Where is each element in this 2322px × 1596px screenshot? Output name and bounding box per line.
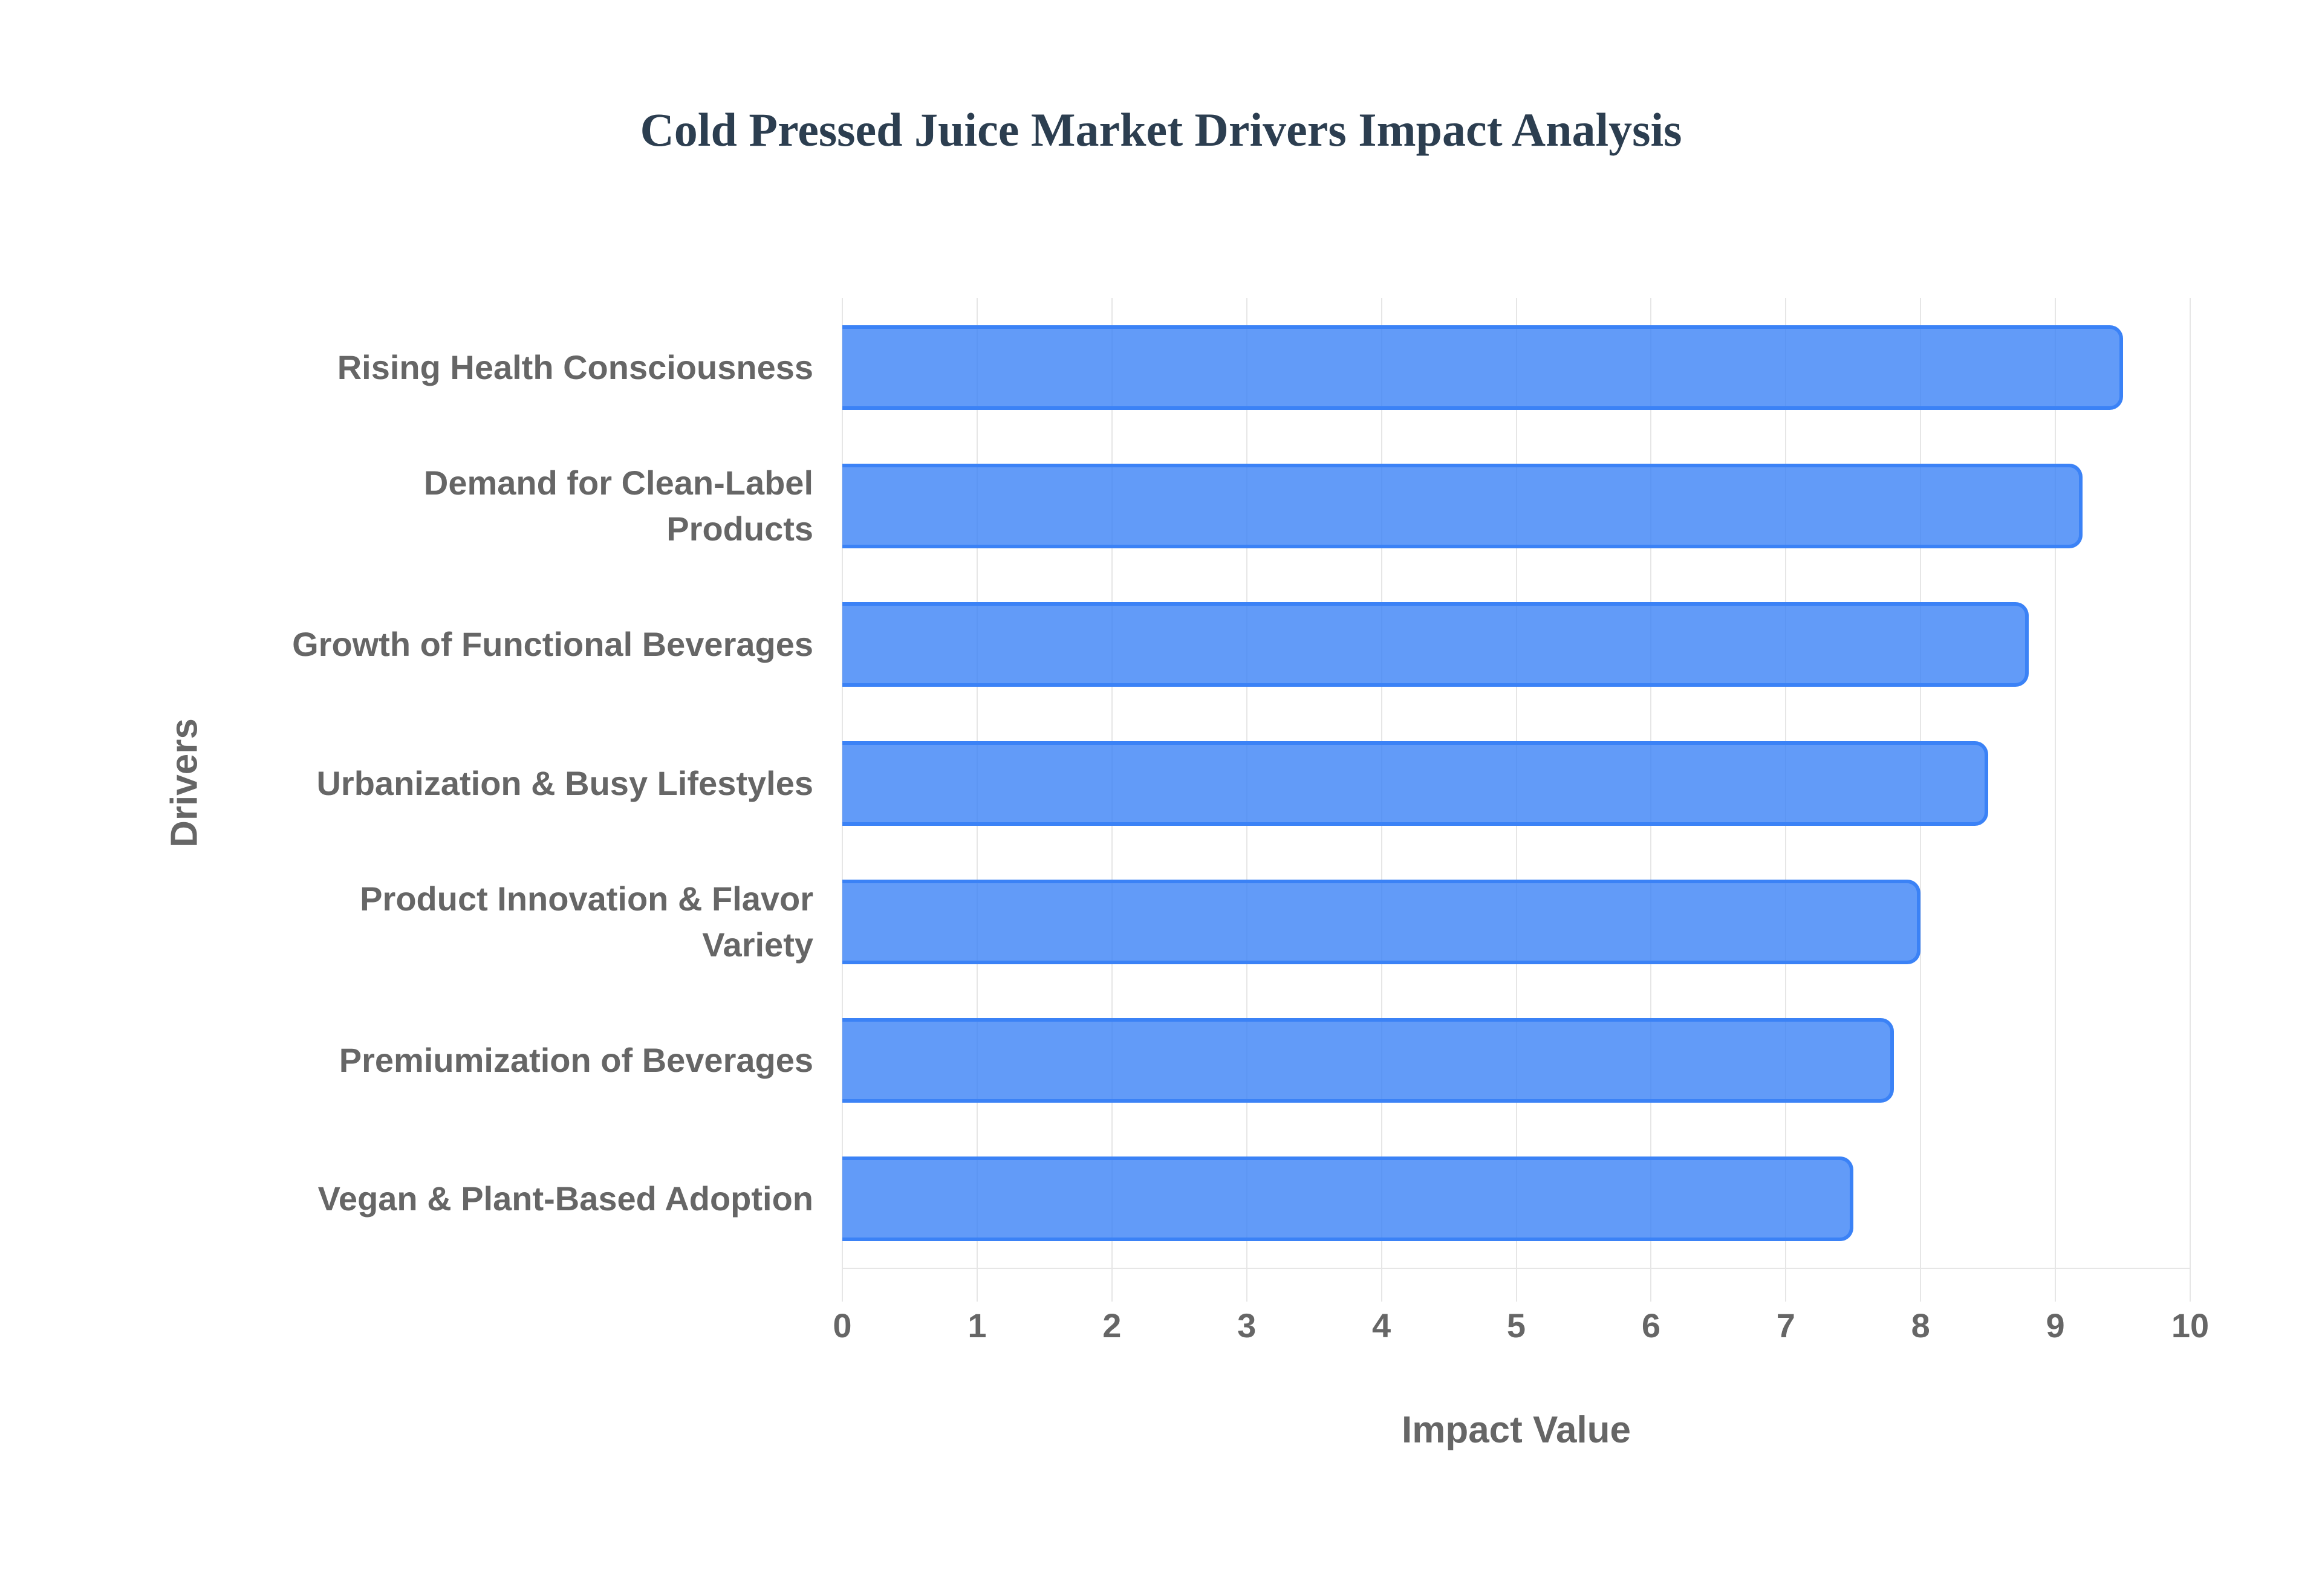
plot-area — [842, 298, 2191, 1302]
x-tick-label: 0 — [833, 1306, 852, 1345]
x-tick-label: 8 — [1911, 1306, 1930, 1345]
y-tick-label: Demand for Clean-Label Products — [423, 463, 813, 548]
x-tick-label: 9 — [2046, 1306, 2065, 1345]
gridline — [2055, 298, 2057, 1302]
y-tick-label: Urbanization & Busy Lifestyles — [316, 764, 813, 802]
gridline — [2190, 298, 2191, 1302]
x-tick-label: 4 — [1372, 1306, 1391, 1345]
bar[interactable] — [842, 1018, 1894, 1103]
y-tick-label: Premiumization of Beverages — [339, 1041, 813, 1080]
y-axis-title: Drivers — [163, 718, 206, 848]
y-tick-label: Rising Health Consciousness — [337, 348, 813, 386]
bar[interactable] — [842, 325, 2123, 410]
x-axis-title: Impact Value — [1401, 1409, 1631, 1451]
chart-title: Cold Pressed Juice Market Drivers Impact… — [640, 103, 1682, 156]
x-tick-label: 10 — [2171, 1306, 2210, 1345]
bar[interactable] — [842, 463, 2083, 548]
x-tick-label: 2 — [1102, 1306, 1122, 1345]
x-tick-label: 5 — [1506, 1306, 1526, 1345]
y-tick-label: Growth of Functional Beverages — [292, 625, 813, 664]
x-tick-label: 3 — [1237, 1306, 1257, 1345]
bar[interactable] — [842, 741, 1988, 826]
x-tick-label: 1 — [968, 1306, 987, 1345]
bar[interactable] — [842, 1156, 1853, 1242]
y-tick-label: Vegan & Plant-Based Adoption — [317, 1179, 813, 1218]
x-tick-label: 7 — [1776, 1306, 1795, 1345]
x-tick-label: 6 — [1641, 1306, 1660, 1345]
bar[interactable] — [842, 602, 2029, 687]
bar[interactable] — [842, 879, 1921, 964]
y-tick-label: Product Innovation & Flavor Variety — [360, 879, 813, 964]
